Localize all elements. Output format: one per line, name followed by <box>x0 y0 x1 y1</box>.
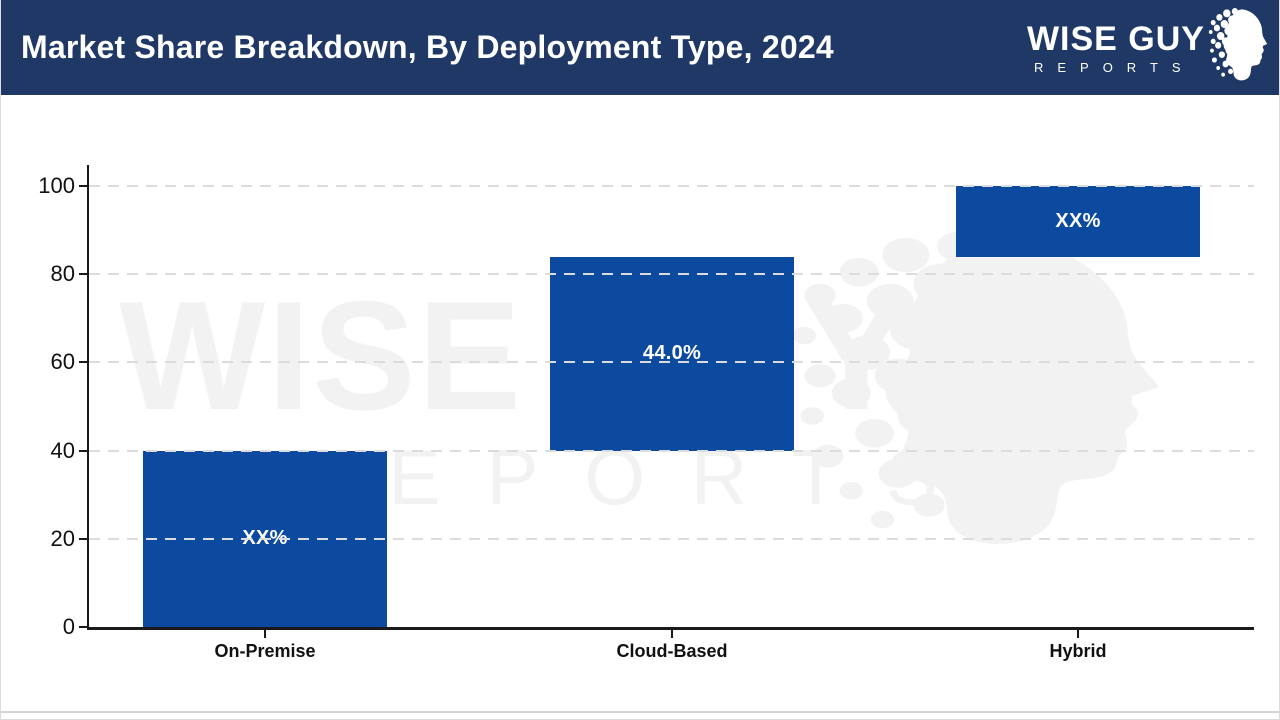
logo-head-icon <box>1208 8 1268 81</box>
bottom-divider <box>1 711 1279 713</box>
logo-wordmark: WISE GUY <box>1026 19 1205 58</box>
logo-subtitle: REPORTS <box>1033 59 1195 75</box>
bar-value-label: 44.0% <box>642 342 702 365</box>
wise-guy-reports-logo: WISE GUY REPORTS <box>1027 4 1269 92</box>
bar-value-label: XX% <box>1055 209 1101 232</box>
bar-hybrid: XX% <box>956 186 1200 257</box>
bar-cloud-based: 44.0% <box>550 256 794 451</box>
header-bar: Market Share Breakdown, By Deployment Ty… <box>1 0 1279 95</box>
bar-on-premise: XX% <box>143 450 387 627</box>
bar-value-label: XX% <box>242 527 288 550</box>
chart-title: Market Share Breakdown, By Deployment Ty… <box>21 29 834 65</box>
logo-wordmark-block: WISE GUY REPORTS <box>1027 22 1205 75</box>
